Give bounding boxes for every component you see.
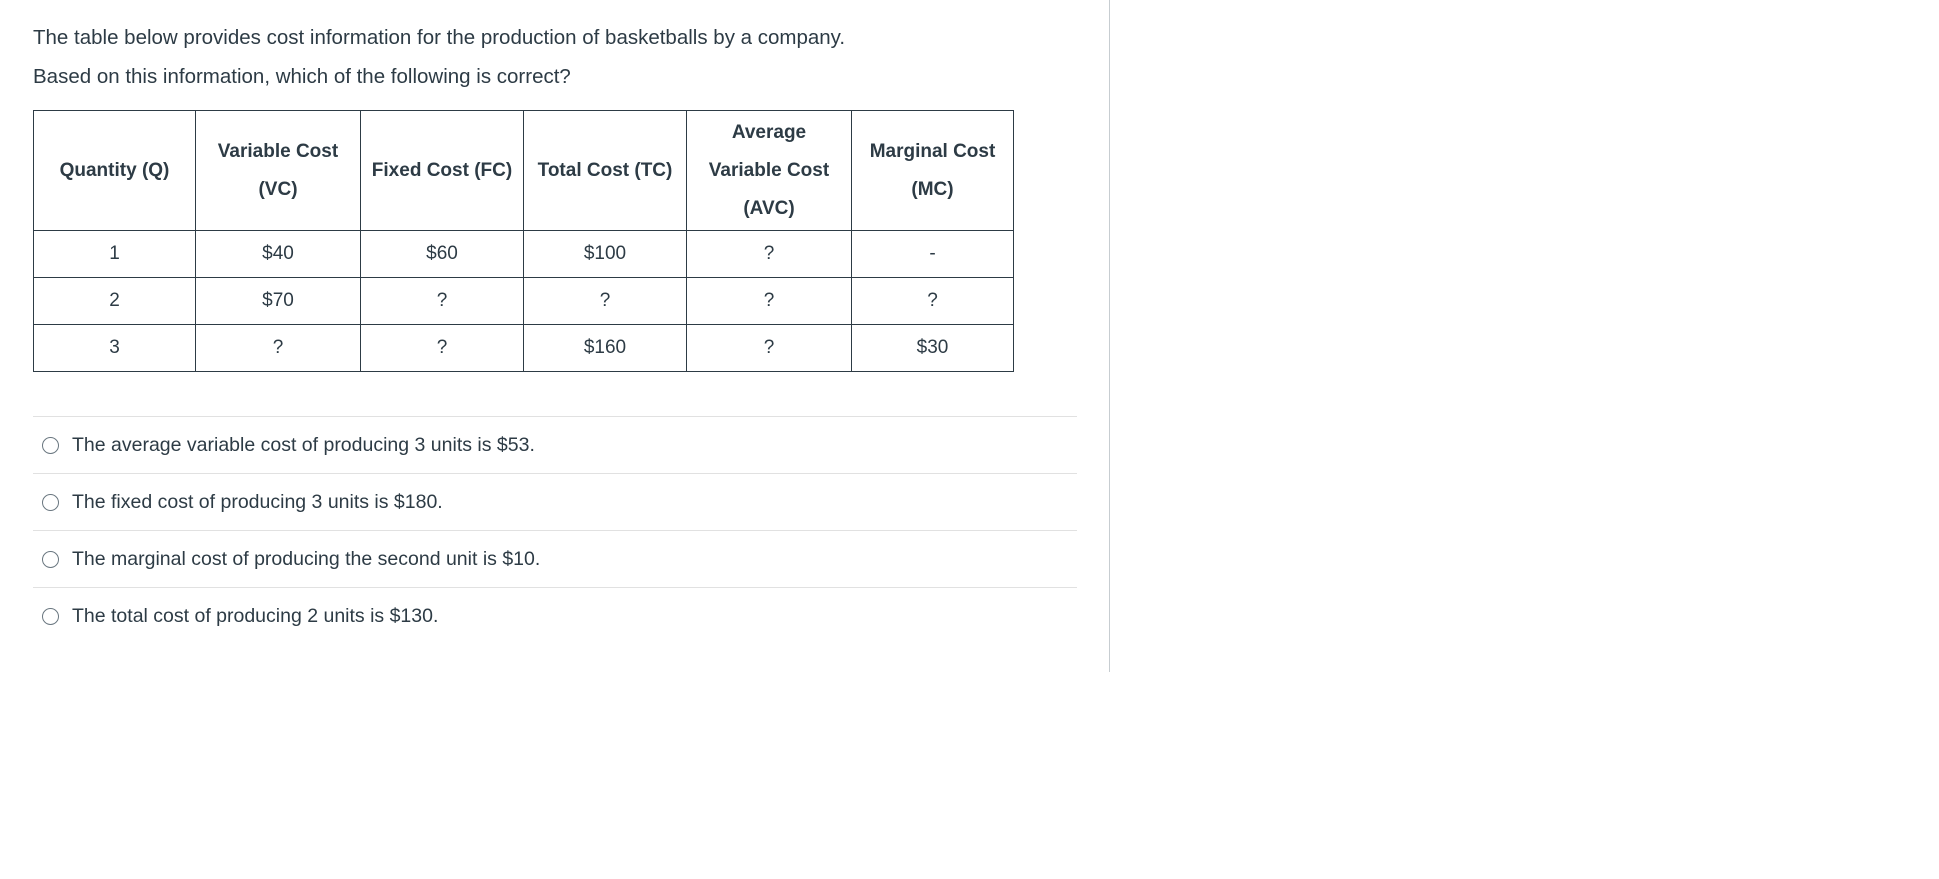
cell-variable-cost: $40: [195, 230, 361, 278]
radio-button-icon[interactable]: [42, 550, 59, 568]
col-header-quantity: Quantity (Q): [33, 110, 196, 231]
col-header-fixed-cost: Fixed Cost (FC): [360, 110, 524, 231]
cell-total-cost: ?: [523, 277, 687, 325]
question-panel: The table below provides cost informatio…: [0, 0, 1110, 672]
cell-avg-variable-cost: ?: [686, 230, 852, 278]
radio-button-icon[interactable]: [42, 493, 59, 511]
answer-option-label: The average variable cost of producing 3…: [72, 433, 535, 456]
answer-option-label: The total cost of producing 2 units is $…: [72, 604, 439, 627]
answer-option-label: The fixed cost of producing 3 units is $…: [72, 490, 443, 513]
question-text: The table below provides cost informatio…: [33, 26, 846, 88]
cell-fixed-cost: $60: [360, 230, 524, 278]
cell-fixed-cost: ?: [360, 277, 524, 325]
col-header-variable-cost: Variable Cost (VC): [195, 110, 361, 231]
answer-option-label: The marginal cost of producing the secon…: [72, 547, 541, 570]
radio-button-icon[interactable]: [42, 607, 59, 625]
col-header-avg-variable-cost: Average Variable Cost (AVC): [686, 110, 852, 231]
answer-option-3[interactable]: The marginal cost of producing the secon…: [33, 530, 1077, 587]
cell-variable-cost: $70: [195, 277, 361, 325]
cost-table: Quantity (Q) Variable Cost (VC) Fixed Co…: [33, 110, 1014, 372]
cell-marginal-cost: -: [851, 230, 1014, 278]
table-row-3: 3 ? ? $160 ? $30: [33, 324, 1014, 372]
cell-total-cost: $160: [523, 324, 687, 372]
table-row-2: 2 $70 ? ? ? ?: [33, 277, 1014, 325]
cell-quantity: 1: [33, 230, 196, 278]
cell-marginal-cost: ?: [851, 277, 1014, 325]
table-row-1: 1 $40 $60 $100 ? -: [33, 230, 1014, 278]
answer-option-1[interactable]: The average variable cost of producing 3…: [33, 416, 1077, 473]
cell-fixed-cost: ?: [360, 324, 524, 372]
cell-marginal-cost: $30: [851, 324, 1014, 372]
radio-button-icon[interactable]: [42, 436, 59, 454]
answer-option-4[interactable]: The total cost of producing 2 units is $…: [33, 587, 1077, 644]
answer-option-2[interactable]: The fixed cost of producing 3 units is $…: [33, 473, 1077, 530]
cell-quantity: 2: [33, 277, 196, 325]
col-header-marginal-cost: Marginal Cost (MC): [851, 110, 1014, 231]
answer-options: The average variable cost of producing 3…: [33, 416, 1077, 644]
cell-avg-variable-cost: ?: [686, 324, 852, 372]
table-header-row: Quantity (Q) Variable Cost (VC) Fixed Co…: [33, 110, 1014, 231]
cell-total-cost: $100: [523, 230, 687, 278]
cell-avg-variable-cost: ?: [686, 277, 852, 325]
cell-quantity: 3: [33, 324, 196, 372]
cell-variable-cost: ?: [195, 324, 361, 372]
col-header-total-cost: Total Cost (TC): [523, 110, 687, 231]
